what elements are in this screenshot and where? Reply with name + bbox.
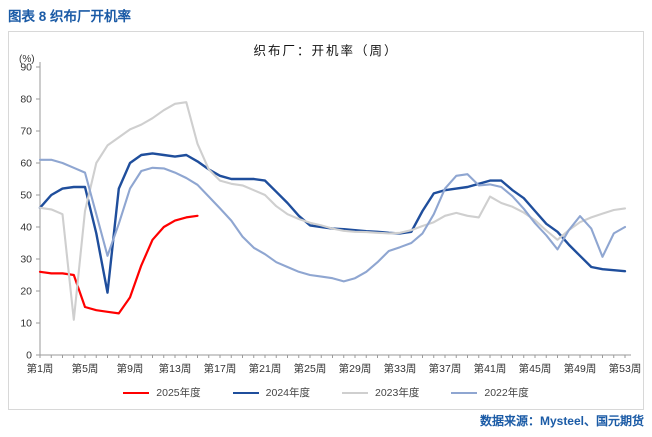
legend-line-swatch <box>123 391 150 394</box>
x-axis-labels: 第1周 第5周 第9周 第13周 第17周 第21周 第25周 第29周 第33周 第37周 第41… <box>27 362 642 375</box>
series-lines <box>38 101 627 321</box>
x-tick-label: 第53周 <box>609 362 642 375</box>
axes <box>36 62 631 358</box>
chart-legend: 2025年度 2024年度 2023年度 2022年度 <box>9 385 643 400</box>
y-tick-label: 50 <box>20 190 32 202</box>
y-tick-label: 90 <box>20 62 32 74</box>
legend-label: 2023年度 <box>375 387 420 399</box>
legend-line-swatch <box>342 391 368 394</box>
legend-item-2: 2023年度 <box>342 385 419 400</box>
line-chart: 0 10 20 30 40 50 60 70 80 90 第1周 第5周 第9周 第13周 第17周 第21周… <box>20 62 642 376</box>
page-title: 图表 8 织布厂开机率 <box>8 9 132 24</box>
legend-item-1: 2024年度 <box>232 385 310 400</box>
y-tick-label: 0 <box>26 350 32 362</box>
legend-line-swatch <box>232 391 259 394</box>
y-axis-labels: 0 10 20 30 40 50 60 70 80 90 <box>20 62 32 362</box>
legend-item-3: 2022年度 <box>451 385 529 400</box>
y-tick-label: 10 <box>20 318 32 330</box>
y-tick-label: 80 <box>20 94 32 106</box>
x-tick-label: 第33周 <box>384 362 417 375</box>
legend-label: 2025年度 <box>156 387 201 399</box>
x-tick-label: 第49周 <box>564 362 597 375</box>
x-tick-label: 第45周 <box>519 362 552 375</box>
y-axis-unit-label: (%) <box>19 54 35 65</box>
chart-title: 织布厂：开机率（周） <box>253 44 399 58</box>
legend-line-swatch <box>451 391 478 394</box>
x-tick-label: 第1周 <box>27 362 54 375</box>
chart-panel: 织布厂：开机率（周） (%) 0 10 20 30 40 50 60 70 80 90 第1周 第5周… <box>8 31 644 410</box>
y-tick-label: 30 <box>20 254 32 266</box>
data-source: 数据来源：Mysteel、国元期货 <box>479 414 644 428</box>
y-tick-label: 40 <box>20 222 32 234</box>
y-tick-label: 60 <box>20 158 32 170</box>
x-tick-label: 第13周 <box>159 362 192 375</box>
series-line-3 <box>38 158 627 283</box>
legend-label: 2024年度 <box>265 387 310 399</box>
y-tick-label: 70 <box>20 126 32 138</box>
x-tick-label: 第37周 <box>429 362 462 375</box>
x-tick-label: 第41周 <box>474 362 507 375</box>
x-tick-label: 第9周 <box>117 362 144 375</box>
x-tick-label: 第5周 <box>72 362 99 375</box>
x-tick-label: 第29周 <box>339 362 372 375</box>
series-line-0 <box>38 214 199 315</box>
legend-label: 2022年度 <box>484 387 529 399</box>
y-tick-label: 20 <box>20 286 32 298</box>
x-tick-label: 第25周 <box>294 362 327 375</box>
legend-item-0: 2025年度 <box>123 385 201 400</box>
x-tick-label: 第21周 <box>249 362 282 375</box>
x-tick-label: 第17周 <box>204 362 237 375</box>
series-line-2 <box>38 101 627 321</box>
